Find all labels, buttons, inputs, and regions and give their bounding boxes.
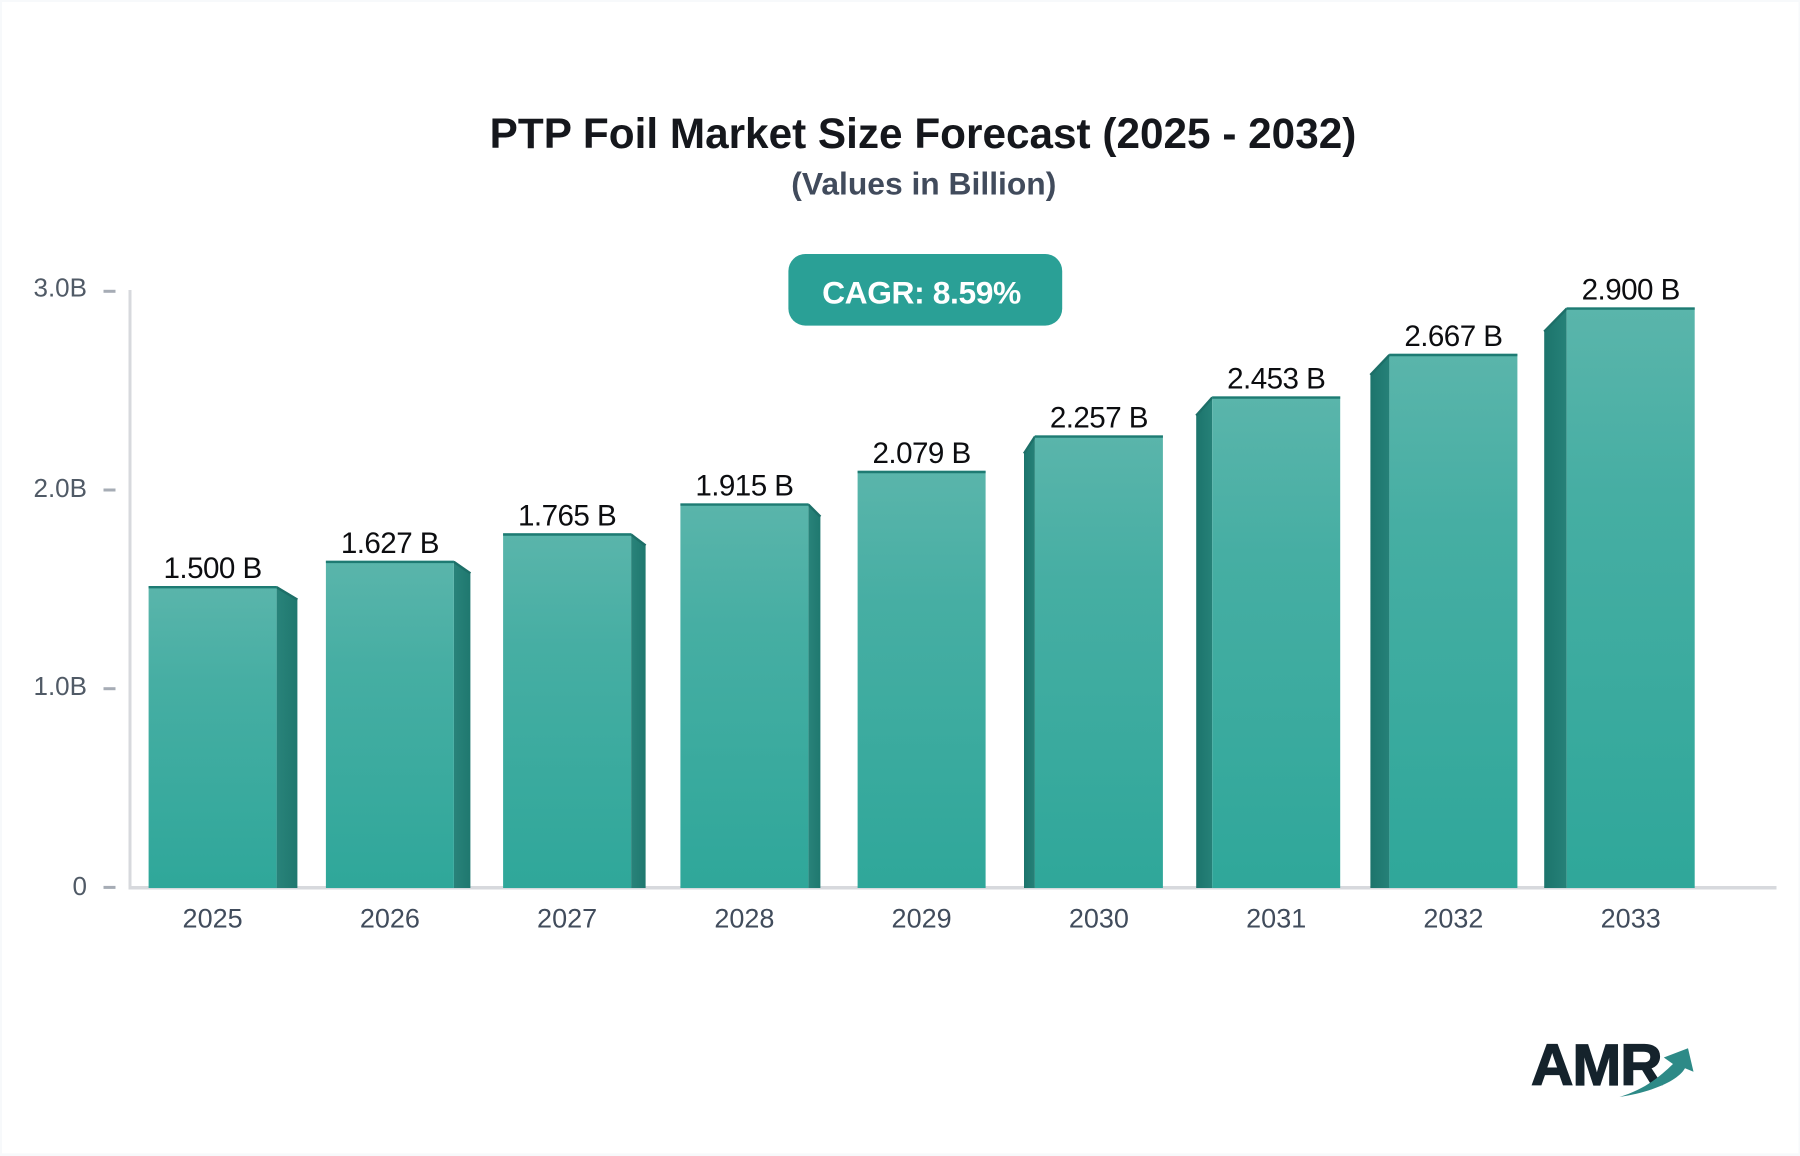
svg-text:PTP Foil Market Size Forecast: PTP Foil Market Size Forecast (2025 - 20… [490, 110, 1357, 157]
svg-text:2027: 2027 [537, 904, 597, 934]
svg-text:2.257 B: 2.257 B [1050, 402, 1148, 435]
svg-text:0: 0 [73, 871, 87, 901]
svg-text:1.0B: 1.0B [34, 671, 88, 701]
svg-text:1.765 B: 1.765 B [518, 499, 616, 532]
svg-text:2030: 2030 [1069, 904, 1129, 934]
svg-text:2028: 2028 [714, 904, 774, 934]
svg-text:(Values in Billion): (Values in Billion) [791, 165, 1056, 201]
svg-text:1.627 B: 1.627 B [341, 527, 439, 560]
svg-text:2.453 B: 2.453 B [1227, 363, 1325, 396]
svg-text:2025: 2025 [183, 904, 243, 934]
svg-text:2.667 B: 2.667 B [1404, 320, 1502, 353]
svg-text:2032: 2032 [1423, 904, 1483, 934]
svg-text:CAGR: 8.59%: CAGR: 8.59% [822, 274, 1021, 310]
svg-text:2031: 2031 [1246, 904, 1306, 934]
svg-text:AMR: AMR [1531, 1033, 1662, 1098]
svg-text:2.0B: 2.0B [34, 473, 88, 503]
svg-text:1.500 B: 1.500 B [164, 552, 262, 585]
svg-text:2.079 B: 2.079 B [873, 437, 971, 470]
svg-text:2033: 2033 [1601, 904, 1661, 934]
svg-text:3.0B: 3.0B [34, 272, 88, 302]
svg-text:1.915 B: 1.915 B [695, 470, 793, 503]
svg-text:2026: 2026 [360, 904, 420, 934]
svg-text:2.900 B: 2.900 B [1582, 274, 1680, 307]
svg-text:2029: 2029 [892, 904, 952, 934]
